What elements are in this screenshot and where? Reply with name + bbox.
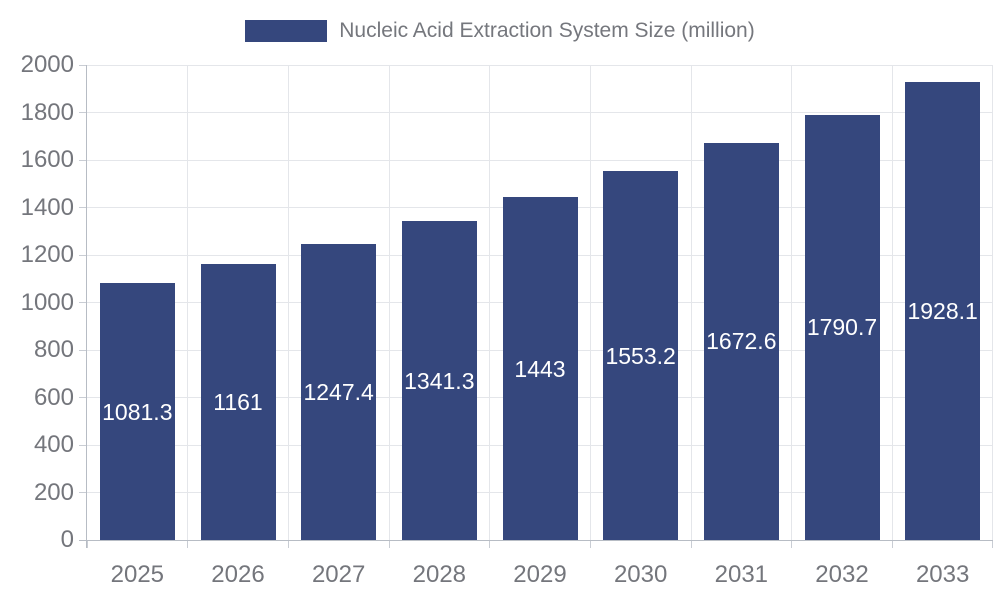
gridline-v (489, 65, 491, 540)
y-tick-label: 1400 (20, 193, 74, 221)
x-tick-mark (388, 540, 390, 548)
x-tick-mark (891, 540, 893, 548)
y-tick-mark (79, 207, 87, 208)
x-tick-mark (287, 540, 289, 548)
x-axis-line (79, 539, 993, 541)
bar-value-label: 1790.7 (806, 314, 878, 341)
y-tick-label: 1200 (20, 241, 74, 268)
x-tick-mark (791, 540, 793, 548)
x-tick-label: 2026 (211, 561, 265, 588)
bar[interactable]: 1081.3 (99, 283, 175, 540)
bar-value-label: 1672.6 (706, 328, 777, 355)
y-tick-mark (79, 112, 87, 113)
y-tick-label: 400 (33, 431, 74, 458)
x-tick-mark (187, 540, 189, 548)
bar-value-label: 1247.4 (303, 378, 374, 405)
y-tick-mark (79, 397, 87, 398)
x-tick-label: 2030 (613, 561, 668, 588)
y-tick-label: 1800 (20, 98, 74, 126)
gridline-v (388, 65, 390, 540)
legend-swatch[interactable] (245, 20, 328, 42)
gridline-v (187, 65, 189, 540)
gridline-h (87, 64, 993, 66)
x-tick-mark (589, 540, 591, 548)
bar-value-label: 1081.3 (102, 398, 173, 425)
bar[interactable]: 1443 (502, 197, 578, 540)
x-tick-label: 2032 (815, 561, 869, 588)
bar[interactable]: 1928.1 (905, 82, 981, 540)
bar-value-label: 1553.2 (605, 342, 676, 369)
y-axis-line (86, 65, 87, 548)
y-tick-mark (79, 349, 87, 351)
bar[interactable]: 1341.3 (401, 221, 477, 540)
bar[interactable]: 1553.2 (603, 171, 679, 540)
bar-value-label: 1443 (514, 355, 566, 382)
x-tick-label: 2028 (412, 561, 467, 588)
gridline-v (589, 65, 591, 540)
y-tick-label: 1000 (20, 288, 74, 316)
y-tick-mark (79, 159, 87, 161)
y-tick-mark (79, 302, 87, 303)
x-tick-mark (86, 540, 88, 548)
gridline-v (992, 65, 993, 540)
gridline-h (87, 112, 993, 113)
x-tick-mark (690, 540, 692, 548)
x-tick-mark (489, 540, 491, 548)
x-tick-mark (992, 540, 993, 548)
x-tick-label: 2031 (714, 561, 769, 588)
bar-value-label: 1928.1 (907, 298, 978, 325)
bar[interactable]: 1247.4 (301, 243, 377, 540)
bar-value-label: 1161 (213, 389, 263, 416)
bar[interactable]: 1790.7 (804, 114, 880, 540)
legend: Nucleic Acid Extraction System Size (mil… (0, 19, 1000, 43)
y-tick-label: 0 (60, 526, 74, 553)
x-tick-label: 2029 (513, 561, 567, 588)
x-tick-label: 2027 (311, 561, 366, 588)
plot-area: 1081.3 1161 1247.4 1341.3 1443 1553.2 1672.6 17… (87, 64, 993, 540)
legend-label[interactable]: Nucleic Acid Extraction System Size (mil… (339, 19, 755, 42)
bar-value-label: 1341.3 (404, 367, 475, 394)
y-tick-label: 1600 (20, 146, 74, 173)
y-tick-mark (79, 444, 87, 446)
bar[interactable]: 1161 (200, 264, 276, 540)
gridline-h (87, 159, 993, 161)
y-tick-label: 800 (33, 336, 74, 363)
y-tick-label: 2000 (20, 51, 74, 78)
x-tick-label: 2025 (110, 561, 165, 588)
y-tick-label: 600 (33, 383, 74, 411)
gridline-v (690, 65, 692, 540)
gridline-v (791, 65, 793, 540)
x-tick-label: 2033 (915, 561, 970, 588)
y-tick-label: 200 (33, 478, 74, 506)
gridline-v (287, 65, 289, 540)
bar[interactable]: 1672.6 (703, 142, 779, 540)
gridline-v (891, 65, 893, 540)
y-tick-mark (79, 64, 87, 66)
y-tick-mark (79, 492, 87, 493)
y-tick-mark (79, 254, 87, 256)
